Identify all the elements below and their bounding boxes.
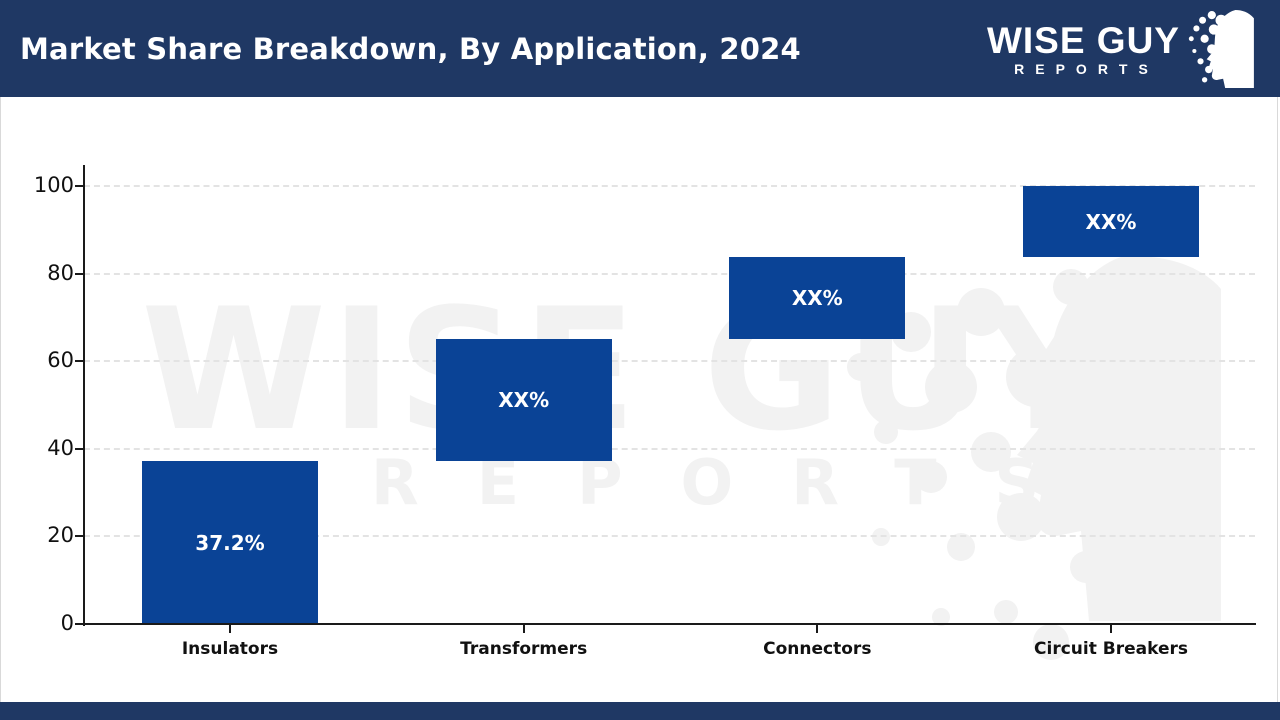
y-axis-line (83, 165, 85, 626)
header: Market Share Breakdown, By Application, … (0, 0, 1280, 97)
gridline-20 (84, 535, 1255, 538)
bar-connectors: XX% (729, 257, 906, 340)
y-tick-label: 80 (47, 260, 74, 285)
y-tick-label: 100 (33, 173, 74, 197)
wiseguy-logo: WISE GUY REPORTS (987, 9, 1254, 88)
bar-circuit-breakers: XX% (1023, 186, 1199, 258)
logo-face-icon (1188, 9, 1254, 88)
y-tick-label: 40 (47, 435, 74, 460)
bar-value-label: XX% (1085, 209, 1137, 234)
gridline-60 (84, 360, 1255, 363)
y-tick-label: 0 (60, 611, 74, 635)
y-tick-label: 60 (47, 348, 74, 373)
x-tick-mark (816, 624, 819, 633)
bar-transformers: XX% (435, 339, 612, 462)
y-tick-mark (75, 623, 84, 625)
bar-value-label: 37.2% (195, 530, 265, 555)
chart-title: Market Share Breakdown, By Application, … (20, 31, 801, 66)
bar-value-label: XX% (498, 388, 550, 413)
y-tick-mark (75, 447, 84, 450)
x-tick-mark (1110, 624, 1112, 633)
footer-bar (0, 702, 1280, 720)
logo-line2: REPORTS (1014, 60, 1159, 77)
y-tick-mark (75, 272, 84, 275)
bar-insulators: 37.2% (142, 461, 318, 624)
x-category-label: Circuit Breakers (1034, 639, 1188, 659)
gridline-40 (84, 447, 1255, 450)
y-tick-label: 20 (47, 523, 74, 548)
x-axis-line (83, 623, 1256, 625)
logo-line1: WISE GUY (986, 19, 1180, 61)
x-category-label: Transformers (460, 639, 588, 659)
y-tick-mark (75, 360, 84, 363)
gridline-80 (84, 272, 1255, 275)
x-tick-mark (229, 624, 231, 633)
x-tick-mark (522, 624, 525, 633)
gridline-100 (84, 185, 1255, 187)
bar-value-label: XX% (791, 286, 843, 311)
logo-wordmark: WISE GUY REPORTS (987, 22, 1180, 76)
x-category-label: Connectors (763, 639, 872, 659)
y-tick-mark (75, 535, 84, 538)
y-tick-mark (75, 185, 84, 187)
x-category-label: Insulators (181, 639, 279, 659)
watermark-line1: WISE GUY (141, 272, 1112, 468)
